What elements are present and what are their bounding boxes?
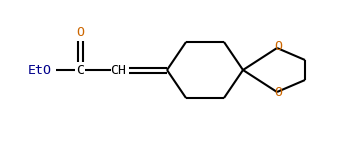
Text: CH: CH <box>110 63 126 77</box>
Text: O: O <box>274 40 282 53</box>
Text: O: O <box>274 86 282 100</box>
Text: O: O <box>76 26 84 38</box>
Text: EtO: EtO <box>28 63 52 77</box>
Text: C: C <box>76 63 84 77</box>
